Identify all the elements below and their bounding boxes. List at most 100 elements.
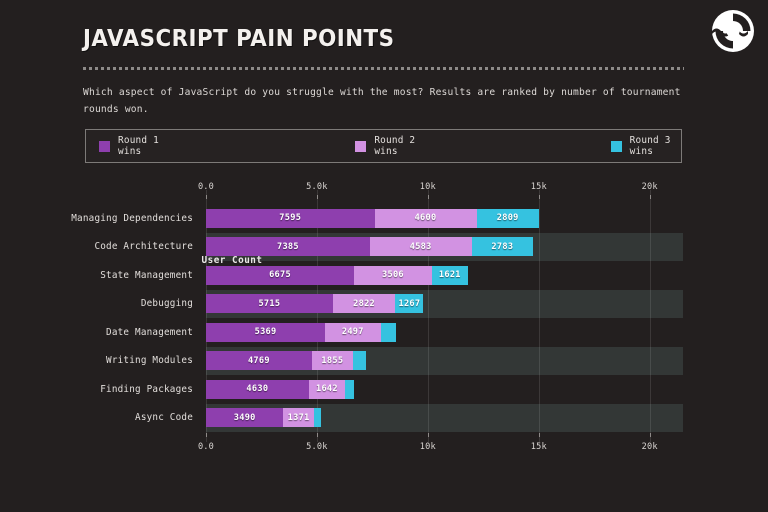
x-tick-label-bottom: 10k <box>419 442 436 452</box>
x-tick-mark <box>427 195 429 199</box>
bar-segment-series-3[interactable] <box>380 322 397 342</box>
gridline <box>427 190 429 442</box>
bar-value-label: 1621 <box>438 270 461 281</box>
legend-item-label: Round 3 wins <box>629 135 671 157</box>
x-tick-label-top: 0.0 <box>197 182 215 192</box>
x-tick-label-bottom: 5.0k <box>306 442 328 452</box>
bar-value-label: 7385 <box>276 241 299 252</box>
bar-value-label: 4769 <box>247 355 270 366</box>
bar-row[interactable]: Managing Dependencies 7595 4600 2809 <box>71 208 539 228</box>
x-tick-mark <box>649 195 651 199</box>
bar-value-label: 1371 <box>287 412 310 423</box>
x-tick-label-top: 15k <box>530 182 547 192</box>
bar-row[interactable]: Finding Packages 4630 1642 <box>100 379 355 399</box>
x-tick-label-bottom: 0.0 <box>197 442 215 452</box>
bar-segment-series-2[interactable]: 2822 <box>332 294 396 314</box>
bar-value-label: 6675 <box>269 270 291 281</box>
bar-value-label: 4630 <box>246 384 269 395</box>
bar-segment-series-1[interactable]: 4769 <box>206 351 312 371</box>
bar-value-label: 4583 <box>409 241 432 252</box>
bar-segment-series-3[interactable] <box>352 351 366 371</box>
x-tick-label-bottom: 15k <box>530 442 547 452</box>
bar-segment-series-3[interactable]: 1621 <box>431 265 468 285</box>
bar-value-label: 2783 <box>491 241 514 252</box>
bar-segment-series-2[interactable]: 4600 <box>374 208 477 228</box>
bar-value-label: 7595 <box>279 213 302 224</box>
bar-segment-series-3[interactable] <box>313 408 321 428</box>
bar-value-label: 2497 <box>341 327 364 338</box>
x-tick-mark <box>206 433 207 437</box>
bar-value-label: 5715 <box>258 298 281 309</box>
bar-chart: 0.0 0.0 5.0k 5.0k 10k 10k 15k 15k 20k 20k Managing… <box>71 182 683 452</box>
legend-item-label: Round 1 wins <box>118 135 159 157</box>
x-tick-mark <box>649 433 651 437</box>
bar-segment-series-3[interactable] <box>345 379 355 399</box>
x-tick-mark <box>206 195 207 199</box>
category-label: Date Management <box>106 326 193 338</box>
bar-segment-series-1[interactable]: 7595 <box>206 208 375 228</box>
category-label: Managing Dependencies <box>71 212 193 224</box>
legend-item-1[interactable]: Round 1 wins <box>99 135 169 157</box>
x-tick-mark <box>316 433 318 437</box>
bar-segment-series-3[interactable]: 1267 <box>395 294 424 314</box>
legend-swatch-icon <box>99 140 110 152</box>
x-tick-label-bottom: 20k <box>641 442 658 452</box>
gridline <box>649 190 651 442</box>
bar-segment-series-2[interactable]: 3506 <box>354 265 432 285</box>
gridline <box>316 190 318 442</box>
bar-row[interactable]: Async Code 3490 1371 <box>135 408 321 428</box>
bar-value-label: 3490 <box>233 412 256 423</box>
bar-value-label: 1267 <box>398 298 421 309</box>
bar-value-label: 3506 <box>382 270 404 281</box>
bar-value-label: 2822 <box>353 298 376 309</box>
bar-segment-series-2[interactable]: 1855 <box>311 351 353 371</box>
bar-segment-series-2[interactable]: 2497 <box>325 322 381 342</box>
bar-value-label: 1642 <box>315 384 338 395</box>
category-label: State Management <box>100 269 193 281</box>
bar-segment-series-1[interactable]: 4630 <box>206 379 309 399</box>
category-label: Writing Modules <box>106 355 193 367</box>
legend-swatch-icon <box>355 140 367 152</box>
bar-value-label: 4600 <box>414 213 437 224</box>
category-label: Async Code <box>135 412 193 424</box>
bar-segment-series-2[interactable]: 4583 <box>369 237 472 257</box>
bar-row[interactable]: Debugging 5715 2822 1267 <box>141 294 424 314</box>
legend-swatch-icon <box>610 140 622 152</box>
bar-segment-series-1[interactable]: 6675 <box>206 265 355 285</box>
bearing-logo-icon <box>710 8 756 54</box>
x-tick-mark <box>538 195 540 199</box>
legend-item-3[interactable]: Round 3 wins <box>610 135 681 157</box>
x-tick-mark <box>538 433 540 437</box>
bar-row[interactable]: State Management 6675 3506 1621 <box>100 265 468 285</box>
category-label: Debugging <box>140 298 193 310</box>
bar-segment-series-1[interactable]: 5369 <box>206 322 326 342</box>
page-title: JavaScript Pain Points <box>83 26 395 52</box>
page-subtitle: Which aspect of JavaScript do you strugg… <box>83 87 681 115</box>
x-tick-mark <box>427 433 429 437</box>
bar-value-label: 2809 <box>496 213 519 224</box>
bar-segment-series-1[interactable]: 5715 <box>206 294 333 314</box>
bar-segment-series-2[interactable]: 1371 <box>283 408 314 428</box>
bar-segment-series-1[interactable]: 7385 <box>206 237 370 257</box>
bar-row[interactable]: Date Management 5369 2497 <box>106 322 397 342</box>
title-divider <box>83 67 684 70</box>
x-tick-label-top: 20k <box>641 182 658 192</box>
legend-item-2[interactable]: Round 2 wins <box>355 135 425 157</box>
legend-item-label: Round 2 wins <box>374 135 416 157</box>
bar-segment-series-2[interactable]: 1642 <box>308 379 346 399</box>
category-label: Finding Packages <box>100 383 193 395</box>
bar-segment-series-3[interactable]: 2783 <box>471 237 534 257</box>
x-tick-label-top: 5.0k <box>306 182 328 192</box>
gridline <box>206 190 207 442</box>
bar-segment-series-1[interactable]: 3490 <box>206 408 284 428</box>
bar-value-label: 1855 <box>321 355 344 366</box>
x-axis-label: User Count <box>201 255 263 266</box>
x-tick-label-top: 10k <box>419 182 436 192</box>
bar-row[interactable]: Writing Modules 4769 1855 <box>106 351 366 371</box>
bar-value-label: 5369 <box>254 327 277 338</box>
bar-segment-series-3[interactable]: 2809 <box>476 208 539 228</box>
chart-legend: Round 1 wins Round 2 wins Round 3 wins <box>85 129 682 163</box>
category-label: Code Architecture <box>94 241 193 253</box>
bar-row[interactable]: Code Architecture 7385 4583 2783 <box>94 237 534 257</box>
